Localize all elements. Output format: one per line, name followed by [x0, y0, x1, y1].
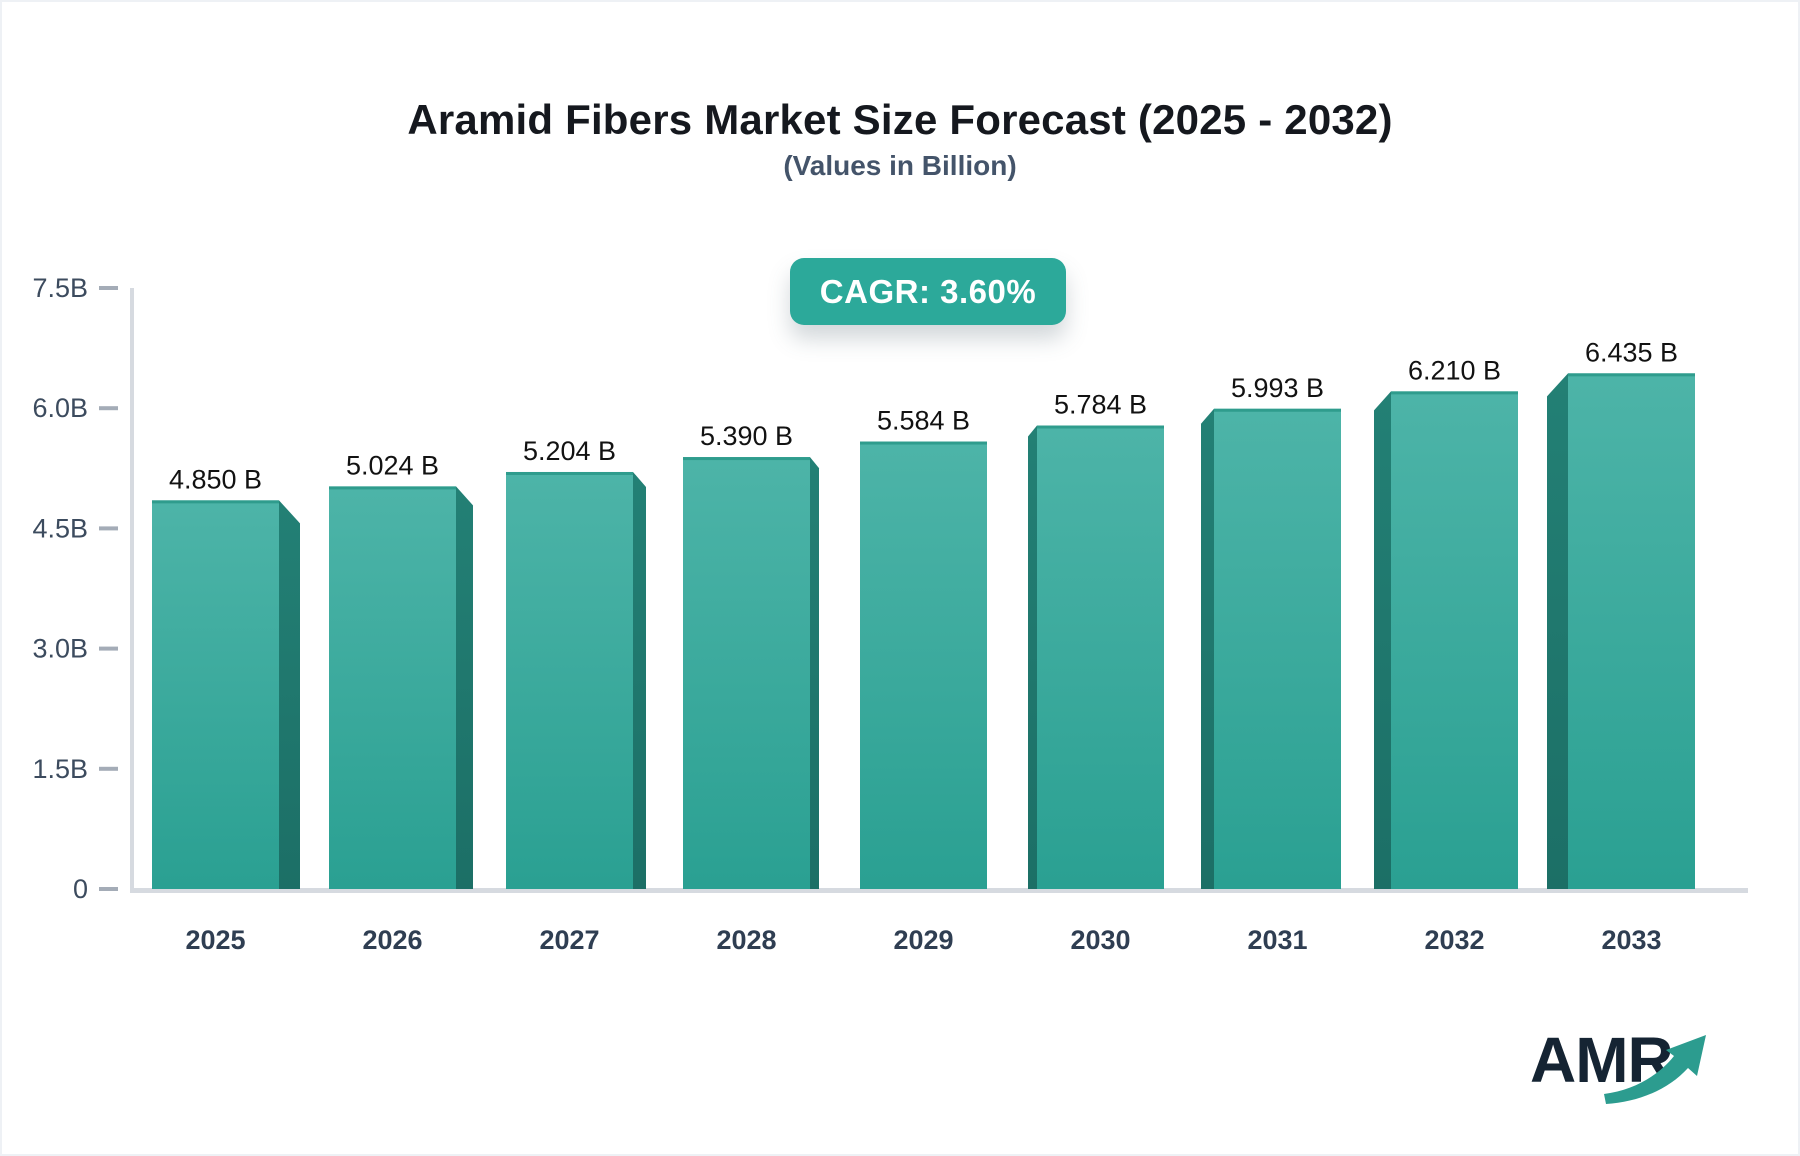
y-tick-label: 3.0B [32, 634, 88, 664]
bar-side-2026 [456, 486, 473, 889]
bar-face-2027 [506, 471, 633, 889]
x-tick-label-2026: 2026 [362, 925, 422, 955]
growth-arrow-icon [1604, 1035, 1706, 1104]
bar-top-edge-2030 [1037, 425, 1164, 429]
x-tick-label-2030: 2030 [1070, 925, 1130, 955]
bar-value-label-2032: 6.210 B [1408, 355, 1501, 385]
bar-top-edge-2025 [152, 500, 279, 504]
amr-logo: AMR [1530, 1028, 1730, 1118]
bar-face-2025 [152, 500, 279, 889]
bar-side-2028 [810, 457, 819, 889]
bar-side-2025 [279, 500, 300, 889]
y-tick-dash [99, 286, 118, 290]
bar-side-2030 [1028, 425, 1037, 889]
x-axis-line [130, 888, 1748, 893]
y-axis-line [130, 288, 134, 891]
bar-value-label-2027: 5.204 B [523, 436, 616, 466]
bar-side-2032 [1374, 391, 1391, 889]
bar-value-label-2033: 6.435 B [1585, 337, 1678, 367]
bar-face-2028 [683, 457, 810, 889]
cagr-badge-label: CAGR: 3.60% [819, 272, 1037, 310]
bar-side-2033 [1547, 373, 1568, 889]
x-tick-label-2032: 2032 [1424, 925, 1484, 955]
x-tick-label-2028: 2028 [716, 925, 776, 955]
bar-value-label-2028: 5.390 B [700, 421, 793, 451]
y-tick-label: 1.5B [32, 754, 88, 784]
bar-top-edge-2029 [860, 441, 987, 445]
bar-value-label-2025: 4.850 B [169, 464, 262, 494]
cagr-badge: CAGR: 3.60% [790, 258, 1066, 325]
chart-title: Aramid Fibers Market Size Forecast (2025… [407, 96, 1393, 143]
bar-top-edge-2031 [1214, 408, 1341, 412]
bar-face-2026 [329, 486, 456, 889]
bar-face-2030 [1037, 425, 1164, 889]
bar-side-2031 [1201, 408, 1214, 889]
x-tick-label-2033: 2033 [1601, 925, 1661, 955]
x-tick-label-2031: 2031 [1247, 925, 1307, 955]
bar-value-label-2026: 5.024 B [346, 450, 439, 480]
bar-value-label-2029: 5.584 B [877, 406, 970, 436]
x-tick-label-2029: 2029 [893, 925, 953, 955]
y-tick-label: 7.5B [32, 273, 88, 303]
bar-face-2029 [860, 441, 987, 889]
y-tick-dash [99, 766, 118, 771]
y-tick-label: 4.5B [32, 513, 88, 543]
bar-side-2027 [633, 471, 646, 889]
x-tick-label-2027: 2027 [539, 925, 599, 955]
y-tick-dash [99, 526, 118, 531]
y-tick-label: 6.0B [32, 393, 88, 423]
bar-top-edge-2026 [329, 486, 456, 490]
bar-value-label-2030: 5.784 B [1054, 390, 1147, 420]
bar-top-edge-2033 [1568, 373, 1695, 377]
bar-value-label-2031: 5.993 B [1231, 373, 1324, 403]
bar-top-edge-2027 [506, 471, 633, 475]
x-tick-label-2025: 2025 [185, 925, 245, 955]
bar-face-2033 [1568, 373, 1695, 889]
y-tick-dash [99, 646, 118, 651]
bar-top-edge-2032 [1391, 391, 1518, 395]
bar-face-2031 [1214, 408, 1341, 889]
y-tick-dash [99, 887, 118, 891]
chart-subtitle: (Values in Billion) [783, 150, 1017, 181]
y-tick-dash [99, 406, 118, 411]
bar-top-edge-2028 [683, 457, 810, 461]
bar-face-2032 [1391, 391, 1518, 889]
y-tick-label: 0 [73, 874, 88, 904]
